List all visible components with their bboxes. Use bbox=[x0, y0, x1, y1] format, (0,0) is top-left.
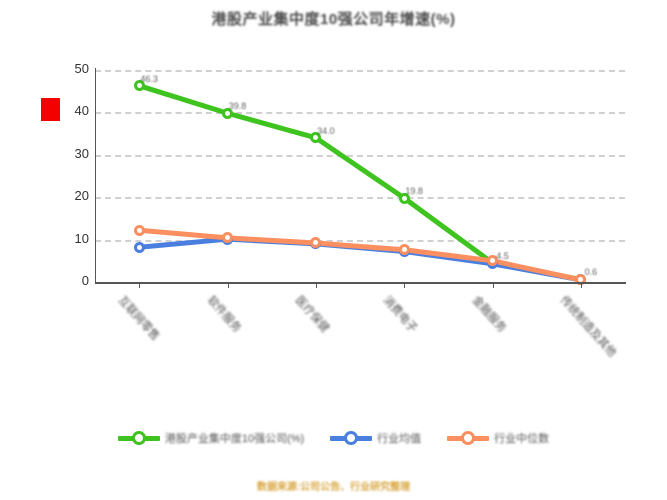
red-highlight-annotation bbox=[41, 98, 60, 122]
y-tick-label: 20 bbox=[74, 188, 89, 204]
data-point-marker bbox=[133, 241, 145, 253]
x-tick-label: 消费电子 bbox=[381, 294, 420, 335]
data-point-marker bbox=[133, 80, 145, 92]
data-point-marker bbox=[398, 244, 410, 256]
y-tick-label: 50 bbox=[74, 61, 89, 76]
data-point-label: 0.6 bbox=[584, 267, 598, 278]
x-axis bbox=[95, 282, 626, 284]
legend-item[interactable]: 港股产业集中度10强公司(%) bbox=[117, 430, 305, 446]
y-axis bbox=[95, 68, 96, 284]
gridline bbox=[95, 70, 625, 72]
data-point-label: 34.0 bbox=[317, 125, 335, 136]
y-tick-label: 30 bbox=[74, 145, 89, 161]
series-line bbox=[136, 227, 584, 283]
x-tick bbox=[315, 282, 317, 288]
data-point-marker bbox=[310, 237, 322, 249]
legend-marker-icon bbox=[447, 431, 490, 445]
data-point-marker bbox=[222, 107, 233, 119]
legend-label: 行业均值 bbox=[377, 433, 422, 445]
x-tick-label: 互联网零售 bbox=[116, 294, 162, 343]
legend-item[interactable]: 行业中位数 bbox=[447, 430, 549, 446]
legend-point-dot bbox=[461, 431, 476, 445]
series-line bbox=[136, 83, 584, 282]
x-tick bbox=[404, 282, 406, 288]
y-tick-label: 10 bbox=[74, 230, 89, 246]
data-point-marker bbox=[133, 224, 145, 236]
x-tick bbox=[492, 282, 494, 288]
series-lines bbox=[136, 83, 584, 283]
data-point-label: 39.8 bbox=[228, 101, 247, 112]
x-tick bbox=[227, 282, 229, 288]
legend-marker-icon bbox=[330, 431, 373, 445]
legend-point-dot bbox=[131, 431, 146, 445]
legend-label: 港股产业集中度10强公司(%) bbox=[164, 433, 305, 445]
x-tick-label: 医疗保健 bbox=[292, 294, 332, 335]
gridline bbox=[95, 154, 625, 157]
data-point-marker bbox=[487, 255, 498, 267]
gridline bbox=[95, 239, 625, 242]
legend-item[interactable]: 行业均值 bbox=[330, 430, 421, 446]
legend-point-dot bbox=[344, 431, 359, 445]
legend-label: 行业中位数 bbox=[494, 433, 550, 445]
data-point-marker bbox=[222, 232, 233, 244]
x-tick bbox=[580, 282, 582, 288]
y-tick-label: 0 bbox=[81, 273, 89, 288]
gridline bbox=[95, 197, 625, 200]
x-tick-label: 软件服务 bbox=[204, 294, 243, 335]
data-point-label: 19.8 bbox=[405, 186, 423, 197]
chart-title: 港股产业集中度10强公司年增速(%) bbox=[211, 11, 456, 28]
x-tick-label: 金融服务 bbox=[469, 294, 508, 335]
legend-marker-icon bbox=[117, 431, 160, 445]
source-note: 数据来源:公司公告、行业研究整理 bbox=[256, 482, 411, 493]
y-tick-label: 40 bbox=[74, 103, 89, 119]
x-tick bbox=[139, 282, 141, 288]
chart-legend: 港股产业集中度10强公司(%) 行业均值 行业中位数 bbox=[0, 430, 667, 446]
plot-area: 46.3 39.8 34.0 19.8 4.5 0.6 bbox=[95, 70, 625, 286]
data-point-marker bbox=[398, 192, 410, 204]
data-point-marker bbox=[310, 132, 322, 144]
x-tick-label: 传统制造及其他 bbox=[557, 294, 619, 360]
data-point-label: 4.5 bbox=[496, 250, 509, 261]
data-point-label: 46.3 bbox=[140, 73, 158, 84]
gridline bbox=[95, 112, 625, 115]
